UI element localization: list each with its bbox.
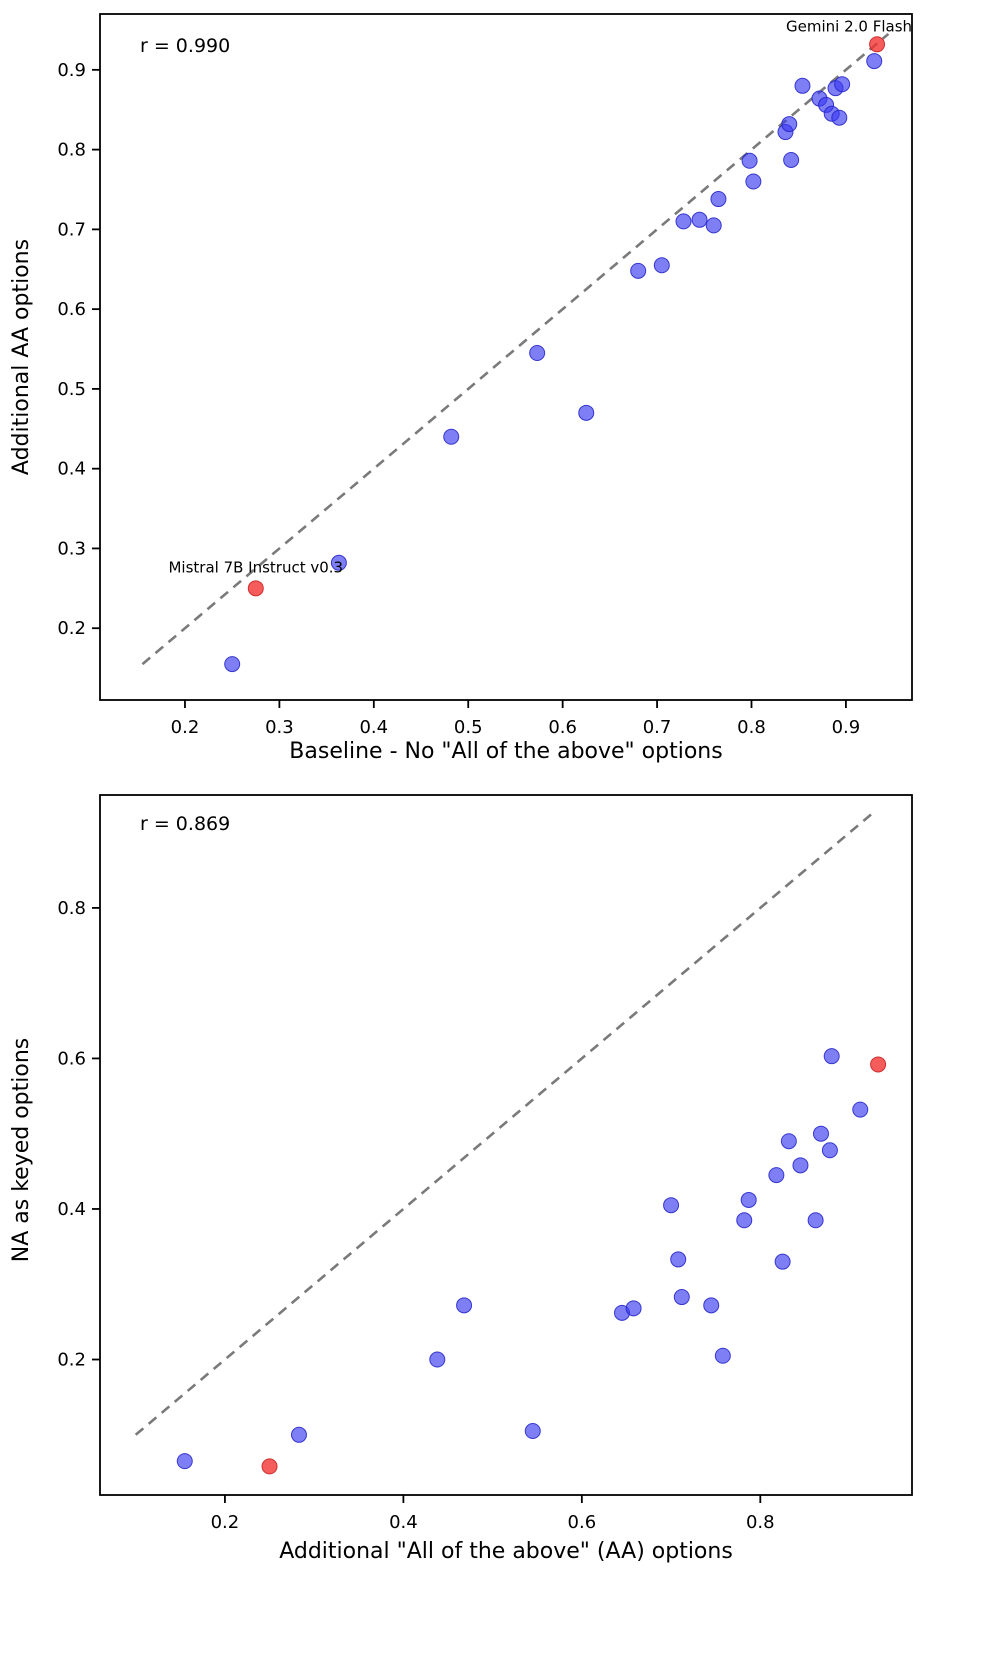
y-tick-label: 0.8 [57,898,86,919]
y-axis-label: Additional AA options [9,239,34,475]
scatter-point [673,1289,690,1306]
scatter-point [866,53,883,70]
scatter-point [736,1212,753,1229]
scatter-point [653,257,670,274]
scatter-point [852,1101,869,1118]
point-label: Gemini 2.0 Flash [786,17,912,35]
scatter-point [625,1300,642,1317]
correlation-annotation: r = 0.990 [140,35,230,57]
scatter-point [429,1351,446,1368]
y-axis-label: NA as keyed options [9,1038,34,1262]
x-tick-label: 0.9 [832,717,861,738]
scatter-point [710,191,727,208]
scatter-point [807,1212,824,1229]
scatter-point [670,1251,687,1268]
scatter-point [792,1157,809,1174]
scatter-point [783,151,800,168]
scatter-point [224,656,241,673]
scatter-figure-top: 0.2 0.3 0.4 0.5 0.6 0.7 0.8 0.9 0.2 0.3 0.4 0.5 0.6 0… [0,0,996,780]
x-tick-label: 0.2 [211,1512,240,1533]
x-tick-label: 0.6 [568,1512,597,1533]
scatter-point-highlighted [870,1056,887,1073]
plot-area [99,794,913,1496]
plot-area [99,13,913,701]
scatter-point [774,1253,791,1270]
y-tick-label: 0.9 [57,60,86,81]
x-axis-label: Additional "All of the above" (AA) optio… [279,1539,733,1564]
y-tick-label: 0.4 [57,1199,86,1220]
x-axis-label: Baseline - No "All of the above" options [289,739,722,764]
scatter-point [524,1423,541,1440]
scatter-point-highlighted [261,1458,278,1475]
scatter-point [831,109,848,126]
x-tick-label: 0.8 [746,1512,775,1533]
x-tick-label: 0.2 [171,717,200,738]
scatter-point [691,211,708,228]
scatter-point [745,173,762,190]
scatter-point [330,554,347,571]
y-tick-label: 0.5 [57,379,86,400]
scatter-point [578,404,595,421]
y-tick-label: 0.7 [57,219,86,240]
scatter-point [714,1347,731,1364]
y-tick-label: 0.8 [57,140,86,161]
scatter-point-highlighted [869,36,886,53]
identity-line [134,812,873,1436]
x-tick-label: 0.7 [643,717,672,738]
scatter-point [529,345,546,362]
scatter-point [290,1426,307,1443]
point-label: Mistral 7B Instruct v0.3 [168,558,343,576]
scatter-figure-bottom: 0.2 0.4 0.6 0.8 0.2 0.4 0.6 0.8 r = 0.869 Addit… [0,780,996,1679]
plot-layer-bottom: 0.2 0.4 0.6 0.8 0.2 0.4 0.6 0.8 [57,794,913,1533]
x-tick-label: 0.8 [737,717,766,738]
scatter-point [630,262,647,279]
y-tick-label: 0.6 [57,1048,86,1069]
scatter-point [663,1197,680,1214]
scatter-point [703,1297,720,1314]
scatter-point [443,428,460,445]
x-tick-label: 0.5 [454,717,483,738]
scatter-plot-aa-vs-na: 0.2 0.4 0.6 0.8 0.2 0.4 0.6 0.8 r = 0.869 Addit… [9,794,913,1564]
scatter-point [740,1191,757,1208]
scatter-point [176,1453,193,1470]
scatter-point [781,116,798,133]
x-tick-label: 0.4 [389,1512,418,1533]
plot-layer-top: 0.2 0.3 0.4 0.5 0.6 0.7 0.8 0.9 0.2 0.3 0.4 0.5 0.6 0… [57,13,913,738]
correlation-annotation: r = 0.869 [140,813,230,835]
scatter-point [675,213,692,230]
scatter-point [768,1167,785,1184]
x-tick-label: 0.3 [265,717,294,738]
scatter-point [741,152,758,169]
scatter-point-highlighted [247,580,264,597]
x-tick-label: 0.4 [359,717,388,738]
y-tick-label: 0.6 [57,299,86,320]
y-tick-label: 0.2 [57,618,86,639]
identity-line [141,32,890,666]
scatter-point [834,76,851,93]
y-tick-label: 0.3 [57,538,86,559]
scatter-point [780,1133,797,1150]
scatter-point [705,217,722,234]
y-tick-label: 0.2 [57,1350,86,1371]
scatter-plot-baseline-vs-aa: 0.2 0.3 0.4 0.5 0.6 0.7 0.8 0.9 0.2 0.3 0.4 0.5 0.6 0… [9,13,913,764]
y-tick-label: 0.4 [57,459,86,480]
scatter-point [821,1142,838,1159]
scatter-point [456,1297,473,1314]
scatter-point [823,1048,840,1065]
x-tick-label: 0.6 [548,717,577,738]
scatter-point [794,77,811,94]
scatter-point [812,1125,829,1142]
